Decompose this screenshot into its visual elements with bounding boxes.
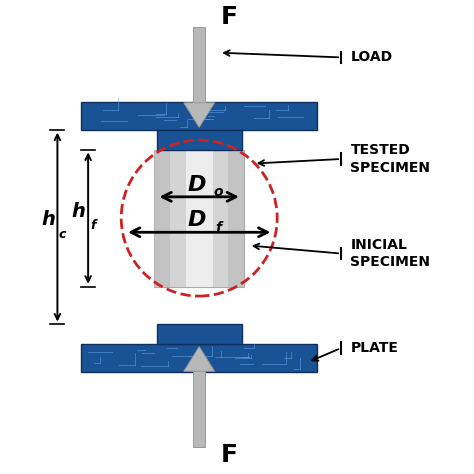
- Bar: [193, 371, 205, 447]
- Bar: [156, 130, 242, 150]
- Text: h: h: [72, 201, 86, 220]
- Text: F: F: [220, 5, 237, 29]
- Text: D: D: [188, 210, 206, 230]
- Bar: [155, 150, 244, 287]
- Text: TESTED
SPECIMEN: TESTED SPECIMEN: [350, 143, 430, 175]
- Text: h: h: [41, 210, 55, 229]
- Bar: [228, 150, 244, 287]
- Polygon shape: [184, 103, 215, 128]
- Text: o: o: [213, 185, 223, 199]
- Bar: [156, 324, 242, 344]
- Text: f: f: [90, 219, 96, 232]
- Text: F: F: [220, 443, 237, 467]
- Bar: [186, 150, 213, 287]
- Bar: [193, 27, 205, 103]
- Text: INICIAL
SPECIMEN: INICIAL SPECIMEN: [350, 238, 430, 269]
- Bar: [155, 150, 171, 287]
- Bar: [81, 102, 318, 130]
- Bar: [81, 344, 318, 372]
- Polygon shape: [184, 346, 215, 371]
- Text: D: D: [188, 175, 206, 195]
- Text: f: f: [215, 220, 221, 235]
- Text: c: c: [58, 228, 66, 241]
- Text: LOAD: LOAD: [350, 50, 392, 64]
- Text: PLATE: PLATE: [350, 341, 398, 355]
